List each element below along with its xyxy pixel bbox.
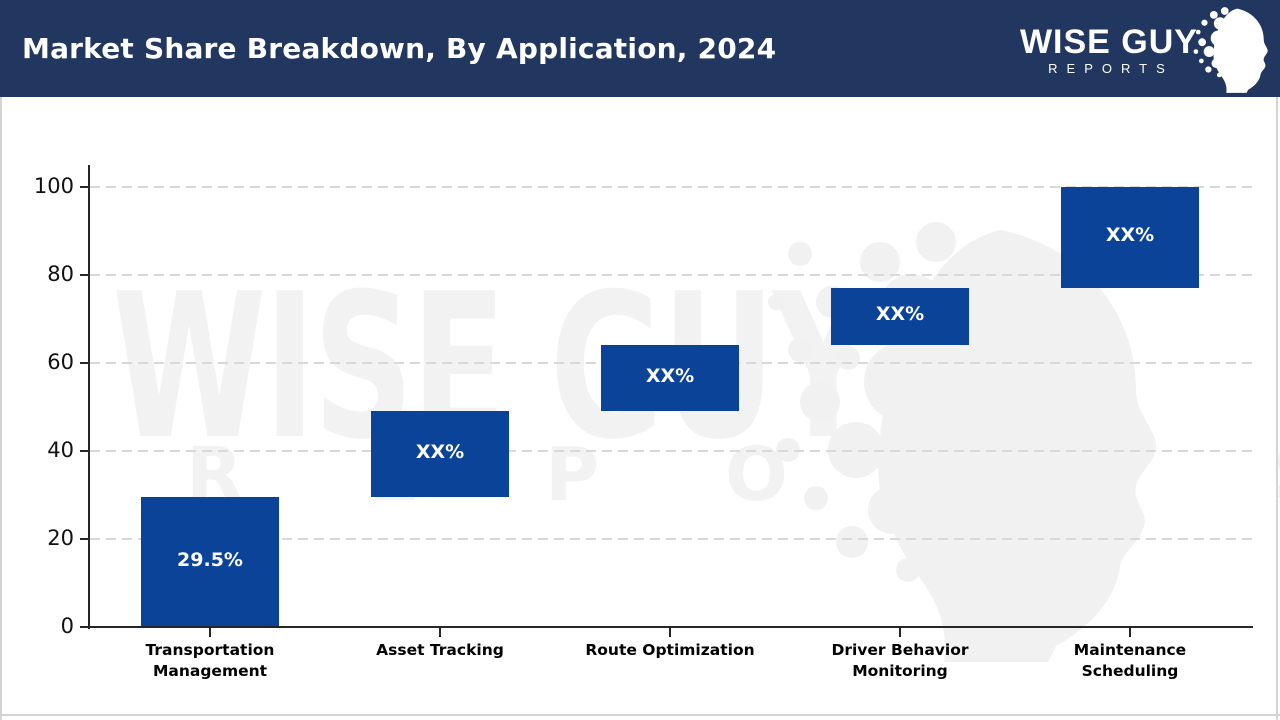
logo-subname: REPORTS — [1048, 61, 1174, 76]
bar-value-label-1: 29.5% — [177, 548, 243, 571]
wiseguy-logo: WISE GUY REPORTS — [1020, 6, 1270, 94]
bar-value-label-4: XX% — [875, 303, 925, 326]
bar-segment-3: XX% — [601, 344, 739, 411]
logo-text: WISE GUY REPORTS — [1020, 25, 1198, 75]
gridline-100 — [90, 185, 1253, 188]
y-tick-20 — [80, 537, 88, 540]
y-tick-label-100: 100 — [33, 173, 74, 198]
x-tick-label-5: Maintenance Scheduling — [1073, 641, 1187, 680]
bar-segment-1: 29.5% — [141, 496, 279, 627]
bar-value-label-2: XX% — [415, 440, 465, 463]
y-tick-100 — [80, 185, 88, 188]
frame-border-left — [0, 97, 2, 720]
y-tick-label-40: 40 — [47, 437, 74, 462]
x-tick-label-4: Driver Behavior Monitoring — [831, 641, 969, 680]
y-tick-label-20: 20 — [47, 525, 74, 550]
x-axis-line — [88, 625, 1253, 628]
x-tick-2 — [439, 627, 441, 637]
bar-segment-4: XX% — [831, 287, 969, 345]
bar-value-label-3: XX% — [645, 364, 695, 387]
logo-name: WISE GUY — [1019, 23, 1198, 61]
x-tick-1 — [209, 627, 211, 637]
y-tick-40 — [80, 449, 88, 452]
gridline-80 — [90, 273, 1253, 276]
y-axis-line — [88, 165, 90, 629]
y-tick-label-60: 60 — [47, 349, 74, 374]
y-tick-60 — [80, 361, 88, 364]
frame-border-bottom — [0, 714, 1280, 716]
gridline-20 — [90, 537, 1253, 540]
y-tick-0 — [80, 625, 88, 628]
frame-border-right — [1276, 97, 1278, 720]
y-tick-80 — [80, 273, 88, 276]
bar-value-label-5: XX% — [1105, 224, 1155, 247]
y-tick-label-0: 0 — [60, 613, 74, 638]
x-tick-label-2: Asset Tracking — [376, 641, 504, 659]
x-tick-3 — [669, 627, 671, 637]
x-tick-label-3: Route Optimization — [585, 641, 755, 659]
y-tick-label-80: 80 — [47, 261, 74, 286]
x-tick-label-1: Transportation Management — [145, 641, 275, 680]
gridline-40 — [90, 449, 1253, 452]
x-tick-4 — [899, 627, 901, 637]
page-title: Market Share Breakdown, By Application, … — [22, 32, 777, 65]
bar-segment-5: XX% — [1061, 186, 1199, 288]
header-bar: Market Share Breakdown, By Application, … — [0, 0, 1280, 97]
wiseguy-face-icon — [1193, 7, 1268, 93]
x-tick-5 — [1129, 627, 1131, 637]
bar-segment-2: XX% — [371, 410, 509, 497]
